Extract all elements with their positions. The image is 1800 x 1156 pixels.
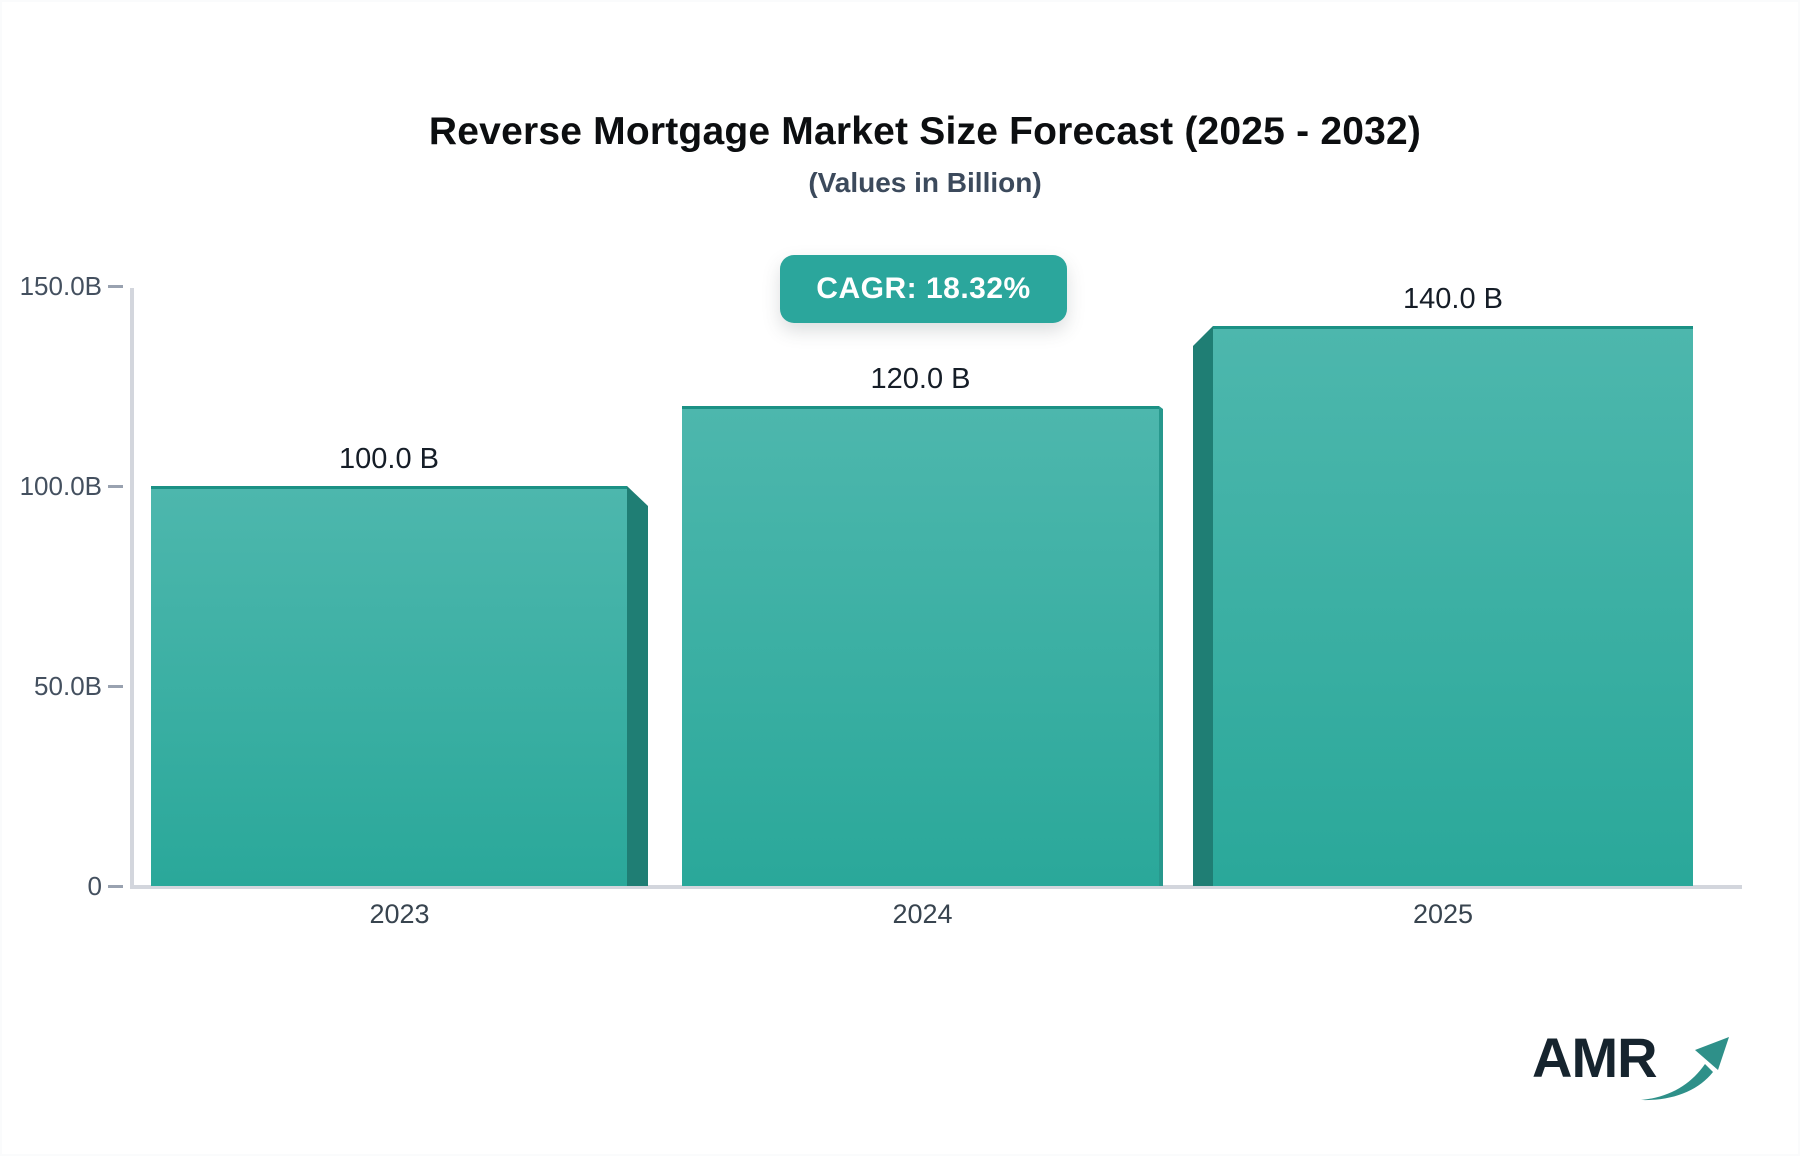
y-axis-label: 50.0B [34, 671, 102, 701]
x-axis-line [130, 885, 1742, 889]
growth-arrow-icon [1640, 1037, 1729, 1101]
cagr-badge: CAGR: 18.32% [780, 255, 1067, 323]
y-axis-label: 0 [87, 871, 102, 901]
amr-logo: AMR [1532, 1030, 1731, 1108]
y-axis-tick [108, 685, 123, 688]
bar [682, 406, 1159, 886]
bar-value-label: 100.0 B [339, 443, 439, 475]
chart-subtitle: (Values in Billion) [808, 167, 1042, 198]
y-axis-label: 150.0B [19, 271, 102, 301]
bar [1213, 326, 1693, 886]
bar-side-shade [1159, 406, 1163, 886]
bar-value-label: 140.0 B [1403, 283, 1503, 315]
amr-logo-text: AMR [1532, 1026, 1658, 1089]
bar-value-label: 120.0 B [870, 363, 971, 395]
y-axis-tick [108, 885, 123, 888]
x-axis-label: 2023 [369, 899, 430, 929]
chart-title: Reverse Mortgage Market Size Forecast (2… [428, 110, 1422, 153]
x-axis-label: 2025 [1412, 899, 1474, 929]
y-axis-tick [108, 485, 123, 488]
bar [151, 486, 627, 886]
bar-side-shade [1193, 326, 1213, 886]
y-axis-label: 100.0B [19, 471, 102, 501]
y-axis-line [130, 288, 134, 889]
bar-side-shade [627, 486, 648, 886]
x-axis-label: 2024 [892, 899, 953, 929]
y-axis-tick [108, 285, 123, 288]
cagr-badge-label: CAGR: 18.32% [816, 272, 1031, 305]
